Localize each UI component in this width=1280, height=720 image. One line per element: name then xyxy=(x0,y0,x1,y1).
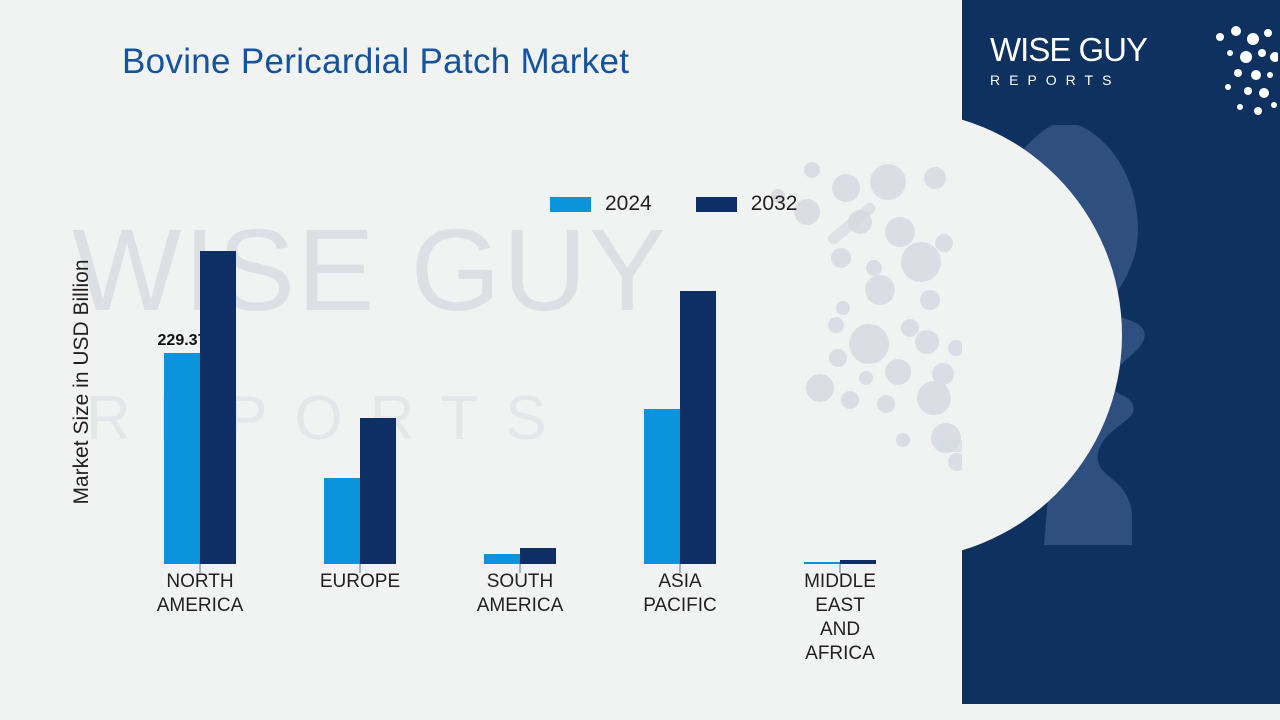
legend: 2024 2032 xyxy=(550,192,797,216)
y-axis-label: Market Size in USD Billion xyxy=(70,259,93,505)
x-tick xyxy=(519,564,521,573)
plot-area: Bovine Pericardial Patch Market Market S… xyxy=(70,42,920,664)
bar-2024-south-america[interactable] xyxy=(484,554,520,564)
bar-group-middle-east-and-africa: MIDDLE EAST AND AFRICA xyxy=(760,140,920,664)
x-label-line4: AFRICA xyxy=(805,643,875,664)
x-label-line1: MIDDLE xyxy=(804,571,876,592)
bar-2024-europe[interactable] xyxy=(324,478,360,564)
x-label-line2: PACIFIC xyxy=(643,595,717,616)
bar-pair xyxy=(324,418,396,564)
bar-group-north-america: 229.37 NORTH AMERICA xyxy=(120,140,280,616)
x-tick xyxy=(679,564,681,573)
x-tick xyxy=(359,564,361,573)
bar-pair xyxy=(484,548,556,564)
bar-pair xyxy=(804,560,876,564)
bar-pair xyxy=(644,291,716,564)
x-label-line3: AND xyxy=(819,619,861,640)
bar-value-label-north-america: 229.37 xyxy=(157,332,207,349)
bar-2024-asia-pacific[interactable] xyxy=(644,409,680,564)
brand-logo: WISE GUY REPORTS xyxy=(990,26,1278,115)
brand-logo-main: WISE GUY xyxy=(990,31,1148,68)
x-label-middle-east-and-africa: MIDDLE EAST AND AFRICA xyxy=(765,570,915,666)
bar-2024-middle-east-and-africa[interactable] xyxy=(804,562,840,564)
brand-logo-sub: REPORTS xyxy=(990,72,1121,88)
bar-2032-south-america[interactable] xyxy=(520,548,556,564)
brand-panel: WISE GUY REPORTS xyxy=(962,0,1280,720)
chart-panel: WISE GUY REPORTS xyxy=(70,42,962,664)
legend-item-2032[interactable]: 2032 xyxy=(695,192,798,216)
x-tick xyxy=(199,564,201,573)
bar-2024-north-america[interactable]: 229.37 xyxy=(158,332,206,564)
x-label-line1: ASIA xyxy=(658,571,702,592)
molecule-dots-icon xyxy=(1216,26,1278,115)
x-label-line1: EUROPE xyxy=(319,571,401,592)
page-title: Bovine Pericardial Patch Market xyxy=(122,42,630,81)
x-label-line2: AMERICA xyxy=(156,595,244,616)
bar-group-asia-pacific: ASIA PACIFIC xyxy=(600,140,760,616)
x-label-asia-pacific: ASIA PACIFIC xyxy=(605,570,755,618)
legend-label-2032: 2032 xyxy=(750,192,798,215)
legend-label-2024: 2024 xyxy=(605,192,652,215)
bar-group-europe: EUROPE xyxy=(280,140,440,592)
x-label-europe: EUROPE xyxy=(285,570,435,594)
bar-2032-asia-pacific[interactable] xyxy=(680,291,716,564)
bar-group-south-america: SOUTH AMERICA xyxy=(440,140,600,616)
x-tick xyxy=(839,564,841,573)
x-label-line2: AMERICA xyxy=(476,595,564,616)
bar-2032-europe[interactable] xyxy=(360,418,396,564)
bar-2032-middle-east-and-africa[interactable] xyxy=(840,560,876,564)
bar-2032-north-america[interactable] xyxy=(200,251,236,564)
x-label-line2: EAST xyxy=(815,595,865,616)
x-label-line1: NORTH xyxy=(166,571,234,592)
legend-swatch-2024 xyxy=(550,196,591,212)
bar-pair: 229.37 xyxy=(158,251,236,564)
legend-item-2024[interactable]: 2024 xyxy=(550,192,652,216)
x-label-north-america: NORTH AMERICA xyxy=(125,570,275,618)
legend-swatch-2032 xyxy=(695,196,737,212)
bottom-strip xyxy=(0,704,1280,720)
x-label-south-america: SOUTH AMERICA xyxy=(445,570,595,618)
x-label-line1: SOUTH xyxy=(486,571,554,592)
bar-groups: 229.37 NORTH AMERICA xyxy=(120,140,920,664)
